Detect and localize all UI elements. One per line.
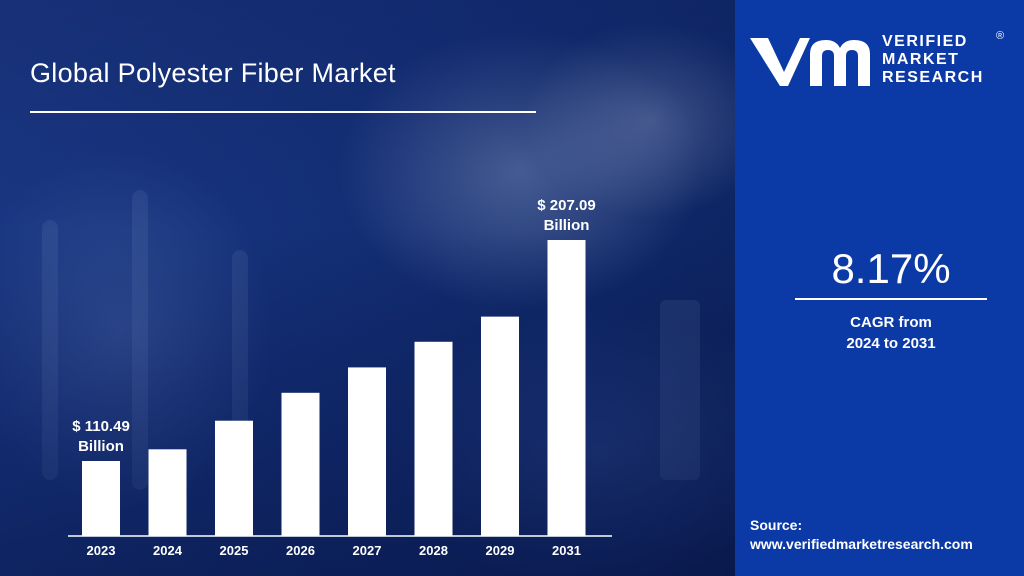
bar-2031	[547, 240, 586, 536]
bar-2023	[82, 461, 120, 536]
brand-line-1: VERIFIED	[882, 33, 968, 50]
cagr-caption-line-2: 2024 to 2031	[846, 335, 936, 352]
decorative-tube	[42, 220, 58, 480]
data-label-value-2031: $ 207.09	[537, 197, 595, 214]
bar-2025	[215, 420, 253, 536]
source-note: Source: www.verifiedmarketresearch.com	[750, 516, 973, 554]
page-title: Global Polyester Fiber Market	[30, 58, 396, 88]
decorative-tube	[132, 190, 148, 490]
brand-line-2: MARKET	[882, 51, 960, 68]
data-label-unit-2031: Billion	[544, 217, 590, 234]
x-tick-2031: 2031	[552, 543, 581, 558]
x-tick-2028: 2028	[419, 543, 448, 558]
data-labels: $ 110.49 Billion $ 207.09 Billion	[72, 197, 595, 455]
source-url: www.verifiedmarketresearch.com	[750, 536, 973, 552]
title-divider	[30, 111, 536, 113]
x-tick-2026: 2026	[286, 543, 315, 558]
bar-2027	[348, 367, 386, 536]
x-tick-2024: 2024	[153, 543, 183, 558]
x-tick-2025: 2025	[220, 543, 249, 558]
bar-chart: 2023 2024 2025 2026 2027 2028 2029 2031 $ 110.4…	[68, 197, 612, 558]
source-label: Source:	[750, 517, 803, 533]
sidebar-panel	[735, 0, 1024, 576]
x-tick-2023: 2023	[87, 543, 116, 558]
decorative-tube	[660, 300, 700, 480]
brand-wordmark: VERIFIED MARKET RESEARCH	[882, 33, 984, 87]
cagr-value: 8.17%	[831, 245, 951, 292]
cagr-caption: CAGR from 2024 to 2031	[795, 312, 987, 354]
bar-2028	[414, 341, 453, 536]
x-tick-2027: 2027	[353, 543, 382, 558]
cagr-caption-line-1: CAGR from	[850, 314, 932, 331]
x-tick-labels: 2023 2024 2025 2026 2027 2028 2029 2031	[87, 543, 581, 558]
cagr-divider	[795, 298, 987, 300]
brand-line-3: RESEARCH	[882, 69, 984, 86]
data-label-unit-2023: Billion	[78, 438, 124, 455]
bar-2024	[148, 449, 187, 536]
bar-2026	[281, 392, 320, 536]
x-tick-2029: 2029	[486, 543, 515, 558]
registered-mark: ®	[996, 30, 1005, 42]
bars-group	[82, 240, 586, 536]
vmr-logo-icon	[750, 38, 870, 86]
bar-2029	[481, 316, 519, 536]
data-label-value-2023: $ 110.49	[72, 418, 130, 435]
